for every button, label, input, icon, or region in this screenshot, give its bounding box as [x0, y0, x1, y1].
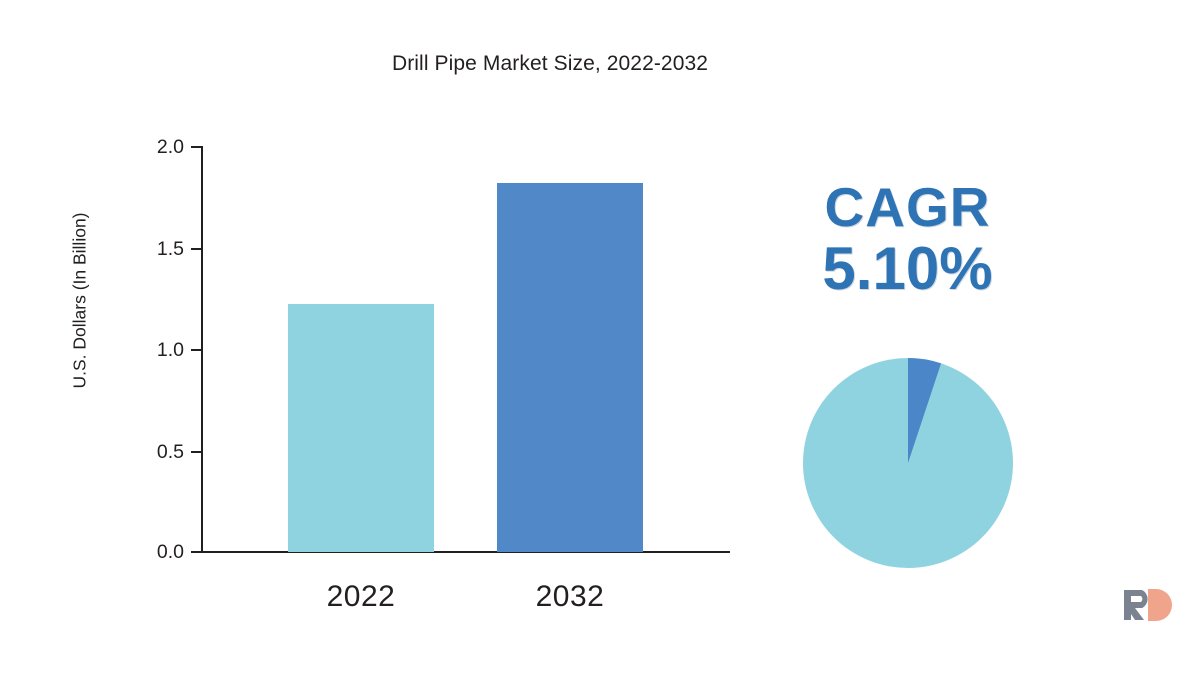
y-tick-mark-1-5: [191, 248, 202, 250]
plot-area: 2.0 1.5 1.0 0.5 0.0 U.S. Dollars (In Bil…: [69, 136, 730, 613]
bar-2022: [288, 304, 434, 552]
y-tick-label-1-0: 1.0: [156, 339, 184, 361]
pie-svg: [803, 358, 1013, 568]
logo-letter-d-stem: [1148, 589, 1154, 621]
reports-and-data-logo: [1122, 586, 1182, 622]
x-tick-label-2032: 2032: [535, 580, 605, 613]
y-tick-label-0-5: 0.5: [156, 441, 184, 463]
cagr-pie-chart: [802, 357, 1014, 569]
pie-slice-cagr: [908, 358, 942, 463]
y-tick-mark-1-0: [191, 349, 202, 351]
page-title: Drill Pipe Market Size, 2022-2032: [391, 52, 709, 75]
logo-letter-r: [1124, 590, 1148, 620]
y-tick-mark-0-0: [191, 551, 202, 553]
y-tick-label-1-5: 1.5: [156, 238, 184, 260]
y-tick-label-0-0: 0.0: [156, 541, 184, 563]
cagr-label: CAGR: [824, 176, 991, 238]
y-tick-mark-2-0: [191, 146, 202, 148]
y-tick-label-2-0: 2.0: [156, 136, 184, 158]
logo-letter-d: [1152, 589, 1172, 621]
bar-2032: [497, 182, 643, 552]
y-axis-spine: [201, 146, 203, 553]
cagr-value: 5.10%: [822, 235, 993, 302]
cagr-callout: CAGR 5.10%: [775, 176, 1040, 303]
x-axis-spine: [201, 551, 730, 553]
x-tick-label-2022: 2022: [326, 580, 396, 613]
y-axis-title: U.S. Dollars (In Billion): [69, 212, 90, 389]
logo-icon: [1124, 589, 1172, 621]
y-tick-mark-0-5: [191, 451, 202, 453]
